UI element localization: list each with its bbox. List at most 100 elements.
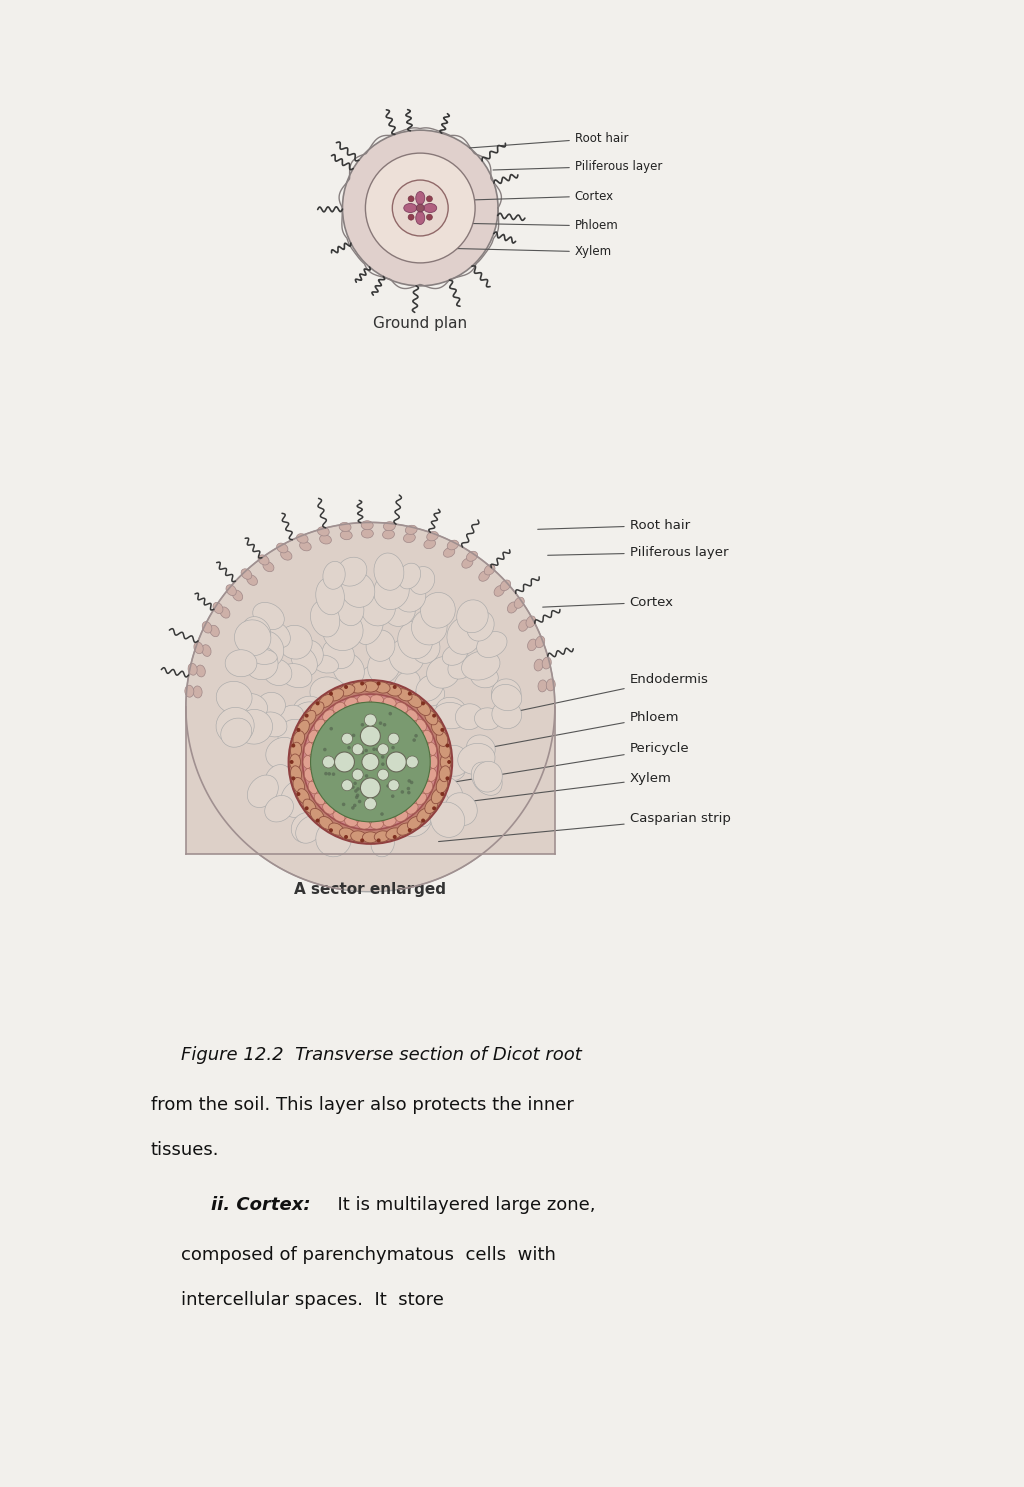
Circle shape xyxy=(360,778,380,799)
Ellipse shape xyxy=(341,572,375,607)
Circle shape xyxy=(296,729,300,732)
Ellipse shape xyxy=(281,781,312,818)
Circle shape xyxy=(391,746,395,749)
Circle shape xyxy=(323,755,335,767)
Ellipse shape xyxy=(293,732,304,746)
Circle shape xyxy=(355,769,358,772)
Circle shape xyxy=(332,772,335,776)
Ellipse shape xyxy=(339,684,355,696)
Ellipse shape xyxy=(357,819,371,830)
Ellipse shape xyxy=(364,772,390,803)
Circle shape xyxy=(289,680,453,843)
Circle shape xyxy=(343,735,346,738)
Ellipse shape xyxy=(350,683,367,693)
Ellipse shape xyxy=(374,553,403,590)
Ellipse shape xyxy=(350,831,367,842)
Ellipse shape xyxy=(216,681,252,714)
Circle shape xyxy=(377,681,381,686)
Circle shape xyxy=(360,751,365,754)
Ellipse shape xyxy=(263,562,274,571)
Circle shape xyxy=(351,806,354,810)
Ellipse shape xyxy=(416,192,425,205)
Circle shape xyxy=(342,733,352,744)
Circle shape xyxy=(381,755,384,758)
Ellipse shape xyxy=(356,717,387,748)
Ellipse shape xyxy=(542,657,551,669)
Ellipse shape xyxy=(386,828,401,839)
Circle shape xyxy=(365,749,368,752)
Ellipse shape xyxy=(276,543,288,553)
Ellipse shape xyxy=(221,718,252,748)
Ellipse shape xyxy=(462,651,500,680)
Ellipse shape xyxy=(466,735,496,763)
Ellipse shape xyxy=(436,697,466,723)
Ellipse shape xyxy=(492,700,521,729)
Text: Pericycle: Pericycle xyxy=(445,742,689,784)
Ellipse shape xyxy=(356,809,385,842)
Ellipse shape xyxy=(360,733,396,767)
Ellipse shape xyxy=(357,694,371,703)
Circle shape xyxy=(409,214,414,220)
Ellipse shape xyxy=(471,761,502,796)
Circle shape xyxy=(393,836,396,839)
Ellipse shape xyxy=(508,602,517,613)
Ellipse shape xyxy=(412,610,447,645)
Circle shape xyxy=(408,828,412,833)
Ellipse shape xyxy=(439,742,451,758)
Ellipse shape xyxy=(374,809,401,839)
Text: Root hair: Root hair xyxy=(470,132,629,147)
Ellipse shape xyxy=(471,666,499,688)
Circle shape xyxy=(353,803,356,807)
Ellipse shape xyxy=(447,540,459,550)
Ellipse shape xyxy=(427,657,460,688)
Ellipse shape xyxy=(334,809,352,836)
Ellipse shape xyxy=(226,584,237,596)
Text: ii. Cortex:: ii. Cortex: xyxy=(211,1196,310,1215)
Ellipse shape xyxy=(407,803,418,815)
Ellipse shape xyxy=(427,769,436,782)
Ellipse shape xyxy=(445,793,477,825)
Circle shape xyxy=(410,781,414,784)
Circle shape xyxy=(325,772,328,775)
Circle shape xyxy=(445,776,450,781)
Ellipse shape xyxy=(538,680,547,691)
Ellipse shape xyxy=(213,602,223,614)
Ellipse shape xyxy=(293,778,304,793)
Ellipse shape xyxy=(253,602,285,629)
Ellipse shape xyxy=(408,816,422,830)
Ellipse shape xyxy=(430,801,465,837)
Text: tissues.: tissues. xyxy=(151,1141,219,1160)
Ellipse shape xyxy=(423,730,433,742)
Circle shape xyxy=(389,738,393,742)
Ellipse shape xyxy=(232,590,243,601)
Circle shape xyxy=(360,723,365,727)
Ellipse shape xyxy=(337,558,367,586)
Circle shape xyxy=(359,772,364,776)
Ellipse shape xyxy=(312,760,346,794)
Ellipse shape xyxy=(296,815,324,843)
Ellipse shape xyxy=(473,761,503,793)
Ellipse shape xyxy=(340,531,352,540)
Ellipse shape xyxy=(397,822,412,836)
Ellipse shape xyxy=(403,204,417,213)
Ellipse shape xyxy=(492,684,522,711)
Ellipse shape xyxy=(333,746,369,785)
Circle shape xyxy=(355,775,358,779)
Circle shape xyxy=(393,686,396,688)
Ellipse shape xyxy=(197,665,205,677)
Circle shape xyxy=(415,735,418,738)
Ellipse shape xyxy=(389,639,424,674)
Ellipse shape xyxy=(312,703,346,739)
Ellipse shape xyxy=(397,688,412,700)
Ellipse shape xyxy=(294,641,324,669)
Ellipse shape xyxy=(406,525,417,534)
Circle shape xyxy=(432,806,436,810)
Ellipse shape xyxy=(291,742,302,758)
Ellipse shape xyxy=(291,645,317,675)
Circle shape xyxy=(315,702,319,705)
Circle shape xyxy=(353,782,357,785)
Ellipse shape xyxy=(527,639,537,651)
Ellipse shape xyxy=(394,671,420,697)
Ellipse shape xyxy=(276,705,303,729)
Circle shape xyxy=(413,739,416,742)
